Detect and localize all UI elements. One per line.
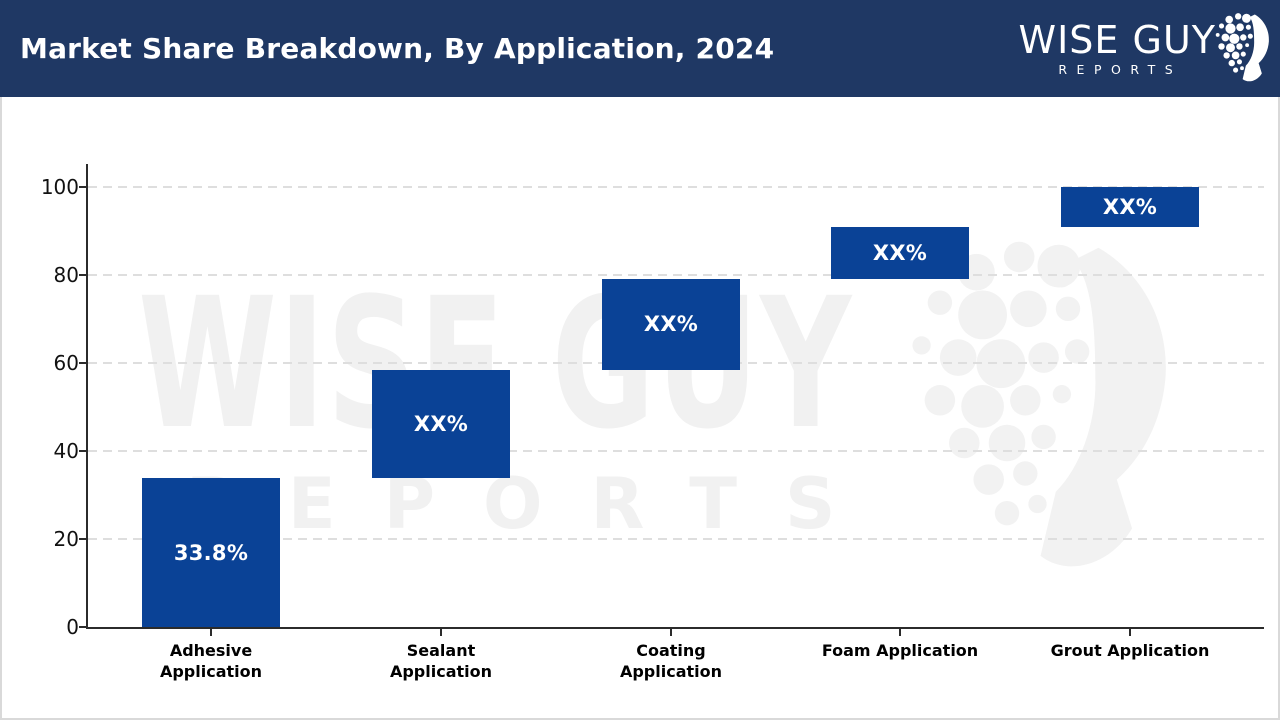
- y-axis-tick: [79, 450, 88, 452]
- x-axis-tick: [1129, 629, 1131, 636]
- y-axis-tick-label: 20: [53, 527, 79, 551]
- bar-value-label: XX%: [413, 411, 469, 436]
- chart-title: Market Share Breakdown, By Application, …: [20, 32, 775, 65]
- x-axis-tick: [440, 629, 442, 636]
- logo-brand-text: WISE GUY: [1018, 17, 1216, 62]
- y-axis-tick: [79, 538, 88, 540]
- y-axis-tick: [79, 186, 88, 188]
- bar-adhesive-application: 33.8%: [142, 478, 280, 627]
- page-border-left: [0, 97, 2, 720]
- logo-tagline-text: REPORTS: [1058, 62, 1183, 78]
- logo-head-icon: [1215, 13, 1269, 82]
- y-axis-line: [86, 164, 88, 629]
- y-axis-tick-label: 80: [53, 263, 79, 287]
- bar-sealant-application: XX%: [372, 369, 510, 479]
- bar-grout-application: XX%: [1061, 187, 1199, 227]
- y-axis-tick-label: 40: [53, 439, 79, 463]
- x-axis-label: Sealant Application: [331, 640, 551, 682]
- x-axis-label-line: Adhesive: [169, 641, 253, 660]
- x-axis-label-line: Sealant: [406, 641, 476, 660]
- y-axis-tick: [79, 626, 88, 628]
- x-axis-tick: [210, 629, 212, 636]
- y-axis-tick: [79, 274, 88, 276]
- x-axis-line: [86, 627, 1264, 629]
- x-axis-tick: [670, 629, 672, 636]
- y-axis-tick-label: 0: [66, 615, 79, 639]
- bar-foam-application: XX%: [831, 226, 969, 280]
- y-axis-tick: [79, 362, 88, 364]
- x-axis-label: Adhesive Application: [101, 640, 321, 682]
- header: Market Share Breakdown, By Application, …: [0, 0, 1280, 97]
- x-axis-label-line: Application: [619, 662, 723, 681]
- gridline-20: [88, 538, 1264, 540]
- page-border-right: [1278, 97, 1280, 720]
- bar-coating-application: XX%: [602, 279, 740, 370]
- gridline-100: [88, 186, 1264, 188]
- gridline-80: [88, 274, 1264, 276]
- x-axis-label-line: Foam Application: [821, 641, 979, 660]
- wiseguy-logo: WISE GUY REPORTS: [1019, 3, 1274, 95]
- bar-value-label: XX%: [872, 240, 928, 265]
- x-axis-label-line: Application: [389, 662, 493, 681]
- logo-text: WISE GUY REPORTS: [1018, 17, 1216, 78]
- x-axis-label-line: Application: [159, 662, 263, 681]
- x-axis-label: Foam Application: [790, 640, 1010, 661]
- y-axis-tick-label: 100: [40, 175, 79, 199]
- gridline-40: [88, 450, 1264, 452]
- y-axis-tick-label: 60: [53, 351, 79, 375]
- bar-value-label: XX%: [643, 312, 699, 337]
- page-border-bottom: [0, 718, 1280, 720]
- x-axis-label-line: Grout Application: [1050, 641, 1210, 660]
- x-axis-tick: [899, 629, 901, 636]
- x-axis-label: Coating Application: [561, 640, 781, 682]
- x-axis-label: Grout Application: [1020, 640, 1240, 661]
- bar-value-label: XX%: [1102, 194, 1158, 219]
- x-axis-label-line: Coating: [636, 641, 706, 660]
- bar-value-label: 33.8%: [173, 540, 249, 565]
